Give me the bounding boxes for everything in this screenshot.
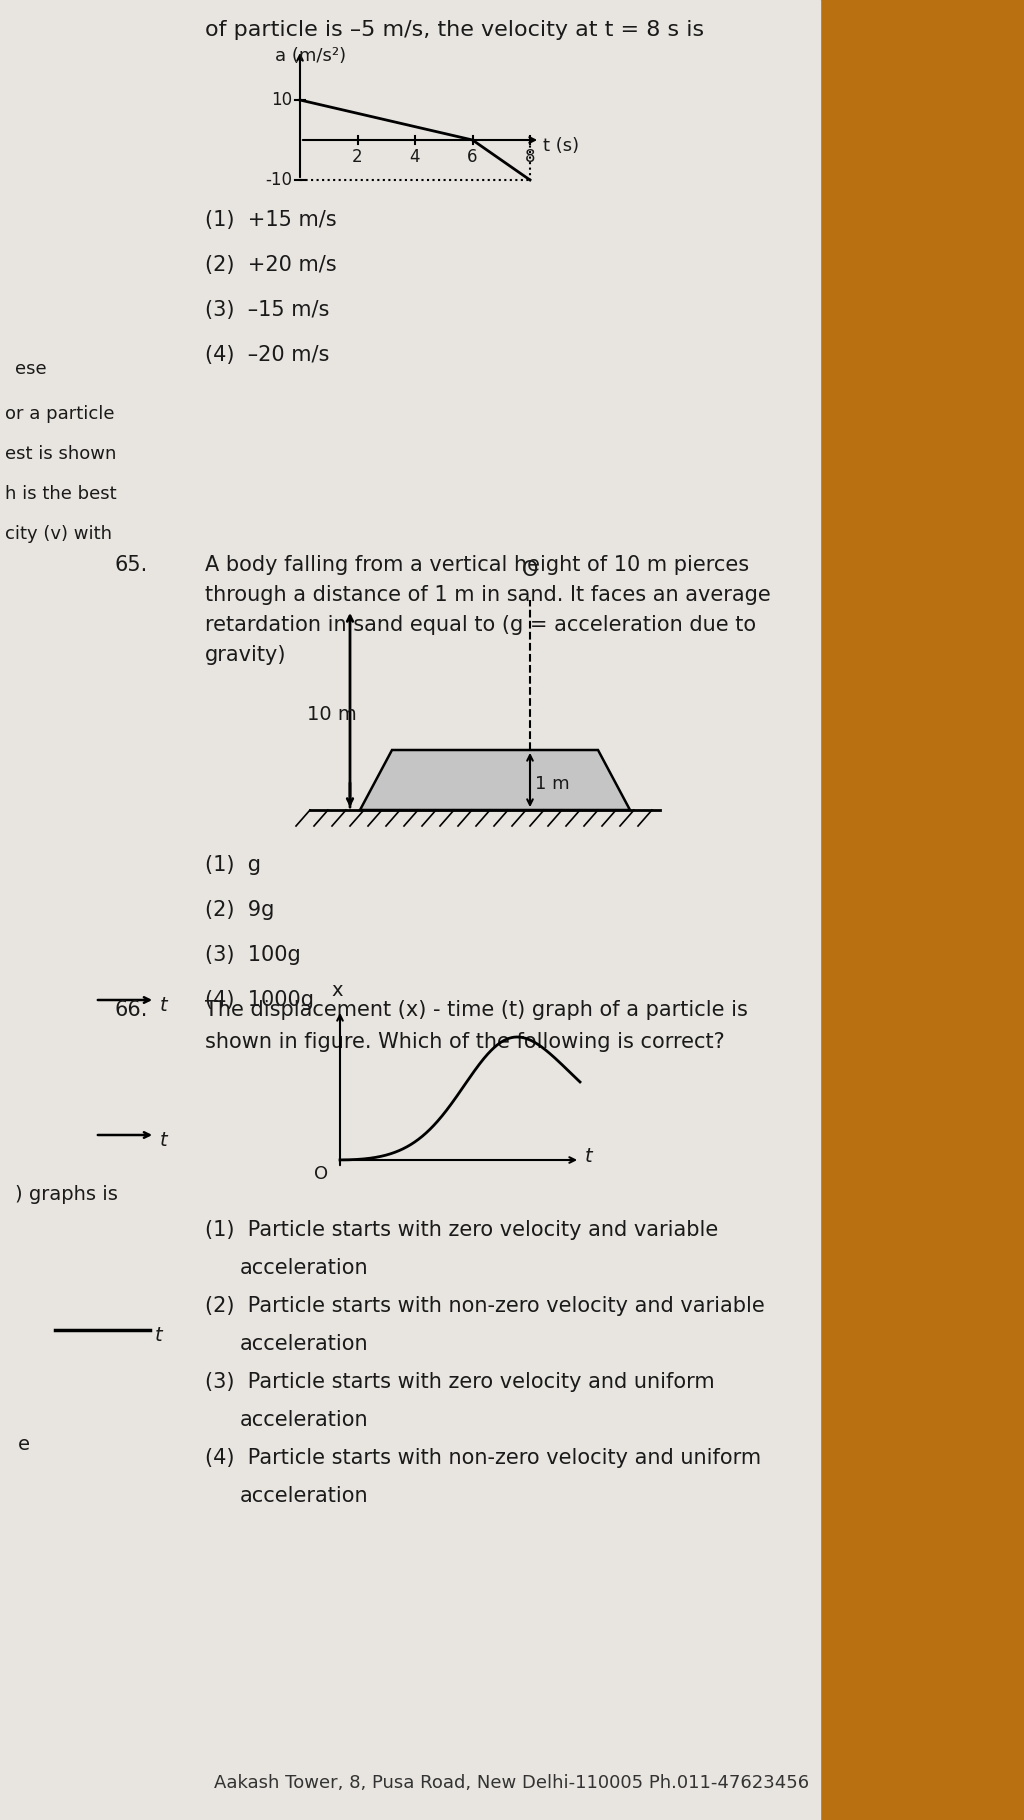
Text: t: t [160, 1130, 168, 1150]
Text: 65.: 65. [115, 555, 148, 575]
Text: (4)  1000g: (4) 1000g [205, 990, 314, 1010]
Text: A body falling from a vertical height of 10 m pierces: A body falling from a vertical height of… [205, 555, 750, 575]
Text: (3)  100g: (3) 100g [205, 945, 301, 965]
Text: city (v) with: city (v) with [5, 524, 112, 542]
Text: -10: -10 [265, 171, 292, 189]
Text: (4)  –20 m/s: (4) –20 m/s [205, 346, 330, 366]
Text: 6: 6 [467, 147, 478, 166]
Text: ) graphs is: ) graphs is [15, 1185, 118, 1205]
Text: O: O [522, 561, 539, 581]
Text: t: t [155, 1327, 163, 1345]
Text: (2)  9g: (2) 9g [205, 901, 274, 919]
Text: (1)  +15 m/s: (1) +15 m/s [205, 209, 337, 229]
Text: through a distance of 1 m in sand. It faces an average: through a distance of 1 m in sand. It fa… [205, 584, 771, 604]
Text: 66.: 66. [115, 999, 148, 1019]
Text: x: x [331, 981, 343, 999]
Text: (3)  –15 m/s: (3) –15 m/s [205, 300, 330, 320]
Text: t: t [160, 996, 168, 1016]
Text: retardation in sand equal to (g = acceleration due to: retardation in sand equal to (g = accele… [205, 615, 756, 635]
Bar [0, 0, 820, 1820]
Text: O: O [314, 1165, 328, 1183]
Text: acceleration: acceleration [240, 1485, 369, 1505]
Text: acceleration: acceleration [240, 1258, 369, 1278]
Text: (2)  +20 m/s: (2) +20 m/s [205, 255, 337, 275]
Text: h is the best: h is the best [5, 484, 117, 502]
Text: of particle is –5 m/s, the velocity at t = 8 s is: of particle is –5 m/s, the velocity at t… [205, 20, 705, 40]
Text: acceleration: acceleration [240, 1334, 369, 1354]
Text: (4)  Particle starts with non-zero velocity and uniform: (4) Particle starts with non-zero veloci… [205, 1449, 761, 1469]
Text: t (s): t (s) [543, 136, 580, 155]
Text: (1)  g: (1) g [205, 855, 261, 875]
Text: shown in figure. Which of the following is correct?: shown in figure. Which of the following … [205, 1032, 725, 1052]
Text: (2)  Particle starts with non-zero velocity and variable: (2) Particle starts with non-zero veloci… [205, 1296, 765, 1316]
Text: 10 m: 10 m [307, 704, 356, 724]
Text: e: e [18, 1434, 30, 1454]
Text: ese: ese [15, 360, 47, 379]
Text: 2: 2 [352, 147, 362, 166]
Text: 1 m: 1 m [535, 775, 569, 794]
Bar [820, 0, 1024, 1820]
Text: Aakash Tower, 8, Pusa Road, New Delhi-110005 Ph.011-47623456: Aakash Tower, 8, Pusa Road, New Delhi-11… [214, 1774, 810, 1793]
Text: acceleration: acceleration [240, 1410, 369, 1431]
Text: a (m/s²): a (m/s²) [275, 47, 346, 66]
Text: t: t [585, 1147, 593, 1167]
Polygon shape [360, 750, 630, 810]
Text: est is shown: est is shown [5, 446, 117, 462]
Text: 8: 8 [524, 147, 536, 166]
Text: The displacement (x) - time (t) graph of a particle is: The displacement (x) - time (t) graph of… [205, 999, 748, 1019]
Text: 4: 4 [410, 147, 420, 166]
Text: gravity): gravity) [205, 644, 287, 664]
Text: (1)  Particle starts with zero velocity and variable: (1) Particle starts with zero velocity a… [205, 1219, 718, 1239]
Text: 10: 10 [271, 91, 292, 109]
Text: (3)  Particle starts with zero velocity and uniform: (3) Particle starts with zero velocity a… [205, 1372, 715, 1392]
Text: or a particle: or a particle [5, 406, 115, 422]
